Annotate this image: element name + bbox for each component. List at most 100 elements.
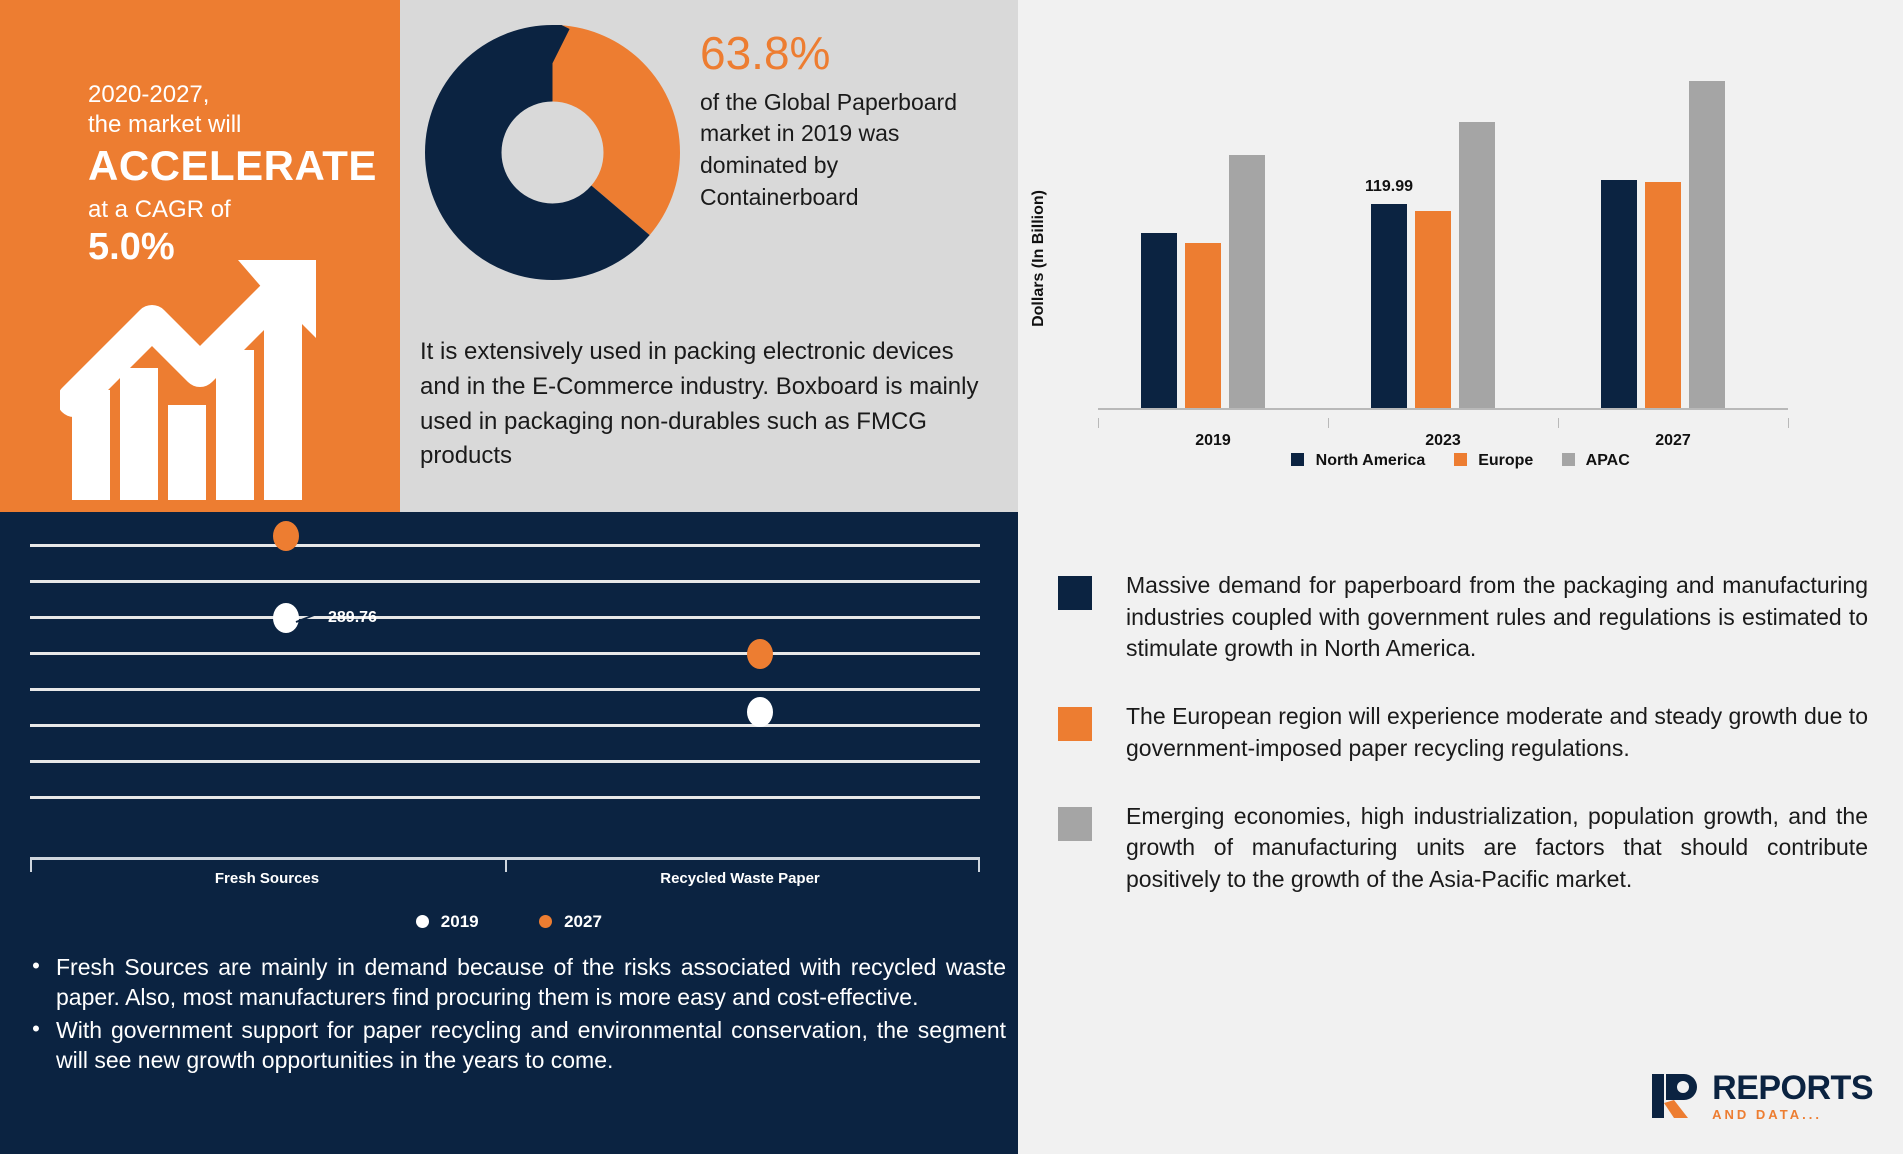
bullet-dot-icon: • bbox=[32, 1015, 40, 1041]
grid-line bbox=[30, 688, 980, 691]
cagr-period: 2020-2027, bbox=[88, 81, 210, 108]
legend-label-north-america: North America bbox=[1315, 452, 1426, 469]
grid-line bbox=[30, 796, 980, 799]
legend-item-apac[interactable]: APAC bbox=[1561, 452, 1630, 470]
donut-note-text: It is extensively used in packing electr… bbox=[420, 338, 979, 470]
containerboard-stat-block: 63.8% of the Global Paperboard market in… bbox=[700, 28, 1000, 214]
bar-2023-north-america bbox=[1371, 204, 1407, 408]
legend-item-2019[interactable]: 2019 bbox=[416, 912, 479, 932]
legend-swatch-2019-icon bbox=[416, 915, 430, 928]
growth-arrow-bars-icon bbox=[60, 260, 316, 500]
list-item: Massive demand for paperboard from the p… bbox=[1058, 570, 1868, 665]
right-bullet-list: Massive demand for paperboard from the p… bbox=[1058, 570, 1868, 932]
bullet-square-europe-icon bbox=[1058, 707, 1092, 742]
bar-2027-apac bbox=[1689, 81, 1725, 408]
legend-item-2027[interactable]: 2027 bbox=[539, 912, 602, 932]
cagr-prefix: at a CAGR of bbox=[88, 196, 231, 224]
grid-line bbox=[30, 724, 980, 727]
cagr-accelerate-word: ACCELERATE bbox=[88, 142, 377, 189]
dot-label-leader-line bbox=[295, 611, 323, 623]
cagr-value: 5.0% bbox=[88, 226, 175, 269]
grid-line bbox=[30, 544, 980, 547]
bullet-text: Fresh Sources are mainly in demand becau… bbox=[56, 954, 1006, 1011]
bullet-square-apac-icon bbox=[1058, 806, 1092, 841]
cagr-panel: 2020-2027, the market will ACCELERATE at… bbox=[0, 0, 400, 512]
y-axis-title: Dollars (In Billion) bbox=[1030, 190, 1047, 327]
axis-separator bbox=[1558, 418, 1559, 428]
donut-panel: 63.8% of the Global Paperboard market in… bbox=[400, 0, 1018, 512]
bar-2019-apac bbox=[1229, 155, 1265, 408]
bar-2023-apac bbox=[1459, 122, 1495, 408]
bar-2027-north-america bbox=[1601, 180, 1637, 408]
legend-item-europe[interactable]: Europe bbox=[1453, 452, 1534, 470]
regional-market-bar-chart: Dollars (In Billion) 119.99 bbox=[1030, 70, 1883, 490]
x-axis-label-2023: 2023 bbox=[1425, 432, 1461, 449]
bullet-text: Emerging economies, high industrializati… bbox=[1126, 802, 1868, 893]
legend-label-2027: 2027 bbox=[564, 912, 602, 931]
cagr-text-block: 2020-2027, the market will ACCELERATE at… bbox=[88, 80, 388, 269]
list-item: Emerging economies, high industrializati… bbox=[1058, 801, 1868, 896]
grid-line bbox=[30, 580, 980, 583]
bar-2023-europe bbox=[1415, 211, 1451, 408]
axis-separator bbox=[1328, 418, 1329, 428]
bar-2019-europe bbox=[1185, 243, 1221, 408]
logo-text-block: REPORTS AND DATA... bbox=[1712, 1071, 1873, 1121]
dot-2027-recycled-waste-paper bbox=[747, 639, 773, 669]
legend-label-apac: APAC bbox=[1585, 452, 1630, 469]
axis-tick bbox=[30, 860, 32, 872]
category-label-recycled-waste-paper: Recycled Waste Paper bbox=[660, 870, 820, 887]
stat-percent: 63.8% bbox=[700, 27, 831, 79]
list-item: • With government support for paper recy… bbox=[16, 1015, 1006, 1076]
legend-label-europe: Europe bbox=[1478, 452, 1534, 469]
bar-group-2023: 119.99 bbox=[1353, 68, 1533, 408]
dot-chart-axis bbox=[30, 857, 980, 872]
bar-group-2027 bbox=[1583, 68, 1763, 408]
logo-main-text: REPORTS bbox=[1712, 1069, 1873, 1107]
bar-chart-legend: North America Europe APAC bbox=[1038, 452, 1883, 470]
bullet-dot-icon: • bbox=[32, 953, 40, 978]
legend-swatch-europe-icon bbox=[1453, 453, 1467, 466]
axis-separator bbox=[1098, 418, 1099, 428]
axis-tick bbox=[505, 860, 507, 872]
grid-line bbox=[30, 616, 980, 619]
bar-value-label-2023-north-america: 119.99 bbox=[1364, 178, 1414, 195]
legend-label-2019: 2019 bbox=[440, 912, 479, 931]
dot-chart-legend: 2019 2027 bbox=[0, 912, 1018, 932]
left-bullet-list: • Fresh Sources are mainly in demand bec… bbox=[16, 952, 1006, 1077]
right-column: Dollars (In Billion) 119.99 bbox=[1018, 0, 1903, 1154]
legend-item-north-america[interactable]: North America bbox=[1291, 452, 1425, 470]
dot-value-label-fresh-sources-2019: 289.76 bbox=[328, 609, 377, 626]
dot-2019-fresh-sources bbox=[273, 603, 299, 633]
bar-plot-area: 119.99 bbox=[1098, 70, 1788, 410]
left-column: 2020-2027, the market will ACCELERATE at… bbox=[0, 0, 1018, 1154]
bullet-text: Massive demand for paperboard from the p… bbox=[1126, 572, 1868, 662]
bullet-text: The European region will experience mode… bbox=[1126, 703, 1868, 761]
list-item: The European region will experience mode… bbox=[1058, 701, 1868, 764]
bullet-text: With government support for paper recycl… bbox=[56, 1016, 1006, 1074]
dot-plot-panel: 289.76 Fresh Sources Recycled Waste Pape… bbox=[0, 512, 1018, 1154]
raw-material-dot-chart: 289.76 bbox=[30, 521, 980, 872]
dot-2027-fresh-sources bbox=[273, 521, 299, 551]
stat-description: of the Global Paperboard market in 2019 … bbox=[700, 88, 958, 210]
bar-2027-europe bbox=[1645, 182, 1681, 408]
reports-and-data-logo-icon bbox=[1652, 1074, 1698, 1118]
category-label-fresh-sources: Fresh Sources bbox=[214, 870, 320, 887]
x-axis-label-2027: 2027 bbox=[1655, 432, 1691, 449]
grid-line bbox=[30, 652, 980, 655]
legend-swatch-apac-icon bbox=[1561, 453, 1575, 466]
reports-and-data-logo[interactable]: REPORTS AND DATA... bbox=[1650, 1070, 1873, 1122]
dot-2019-recycled-waste-paper bbox=[747, 697, 773, 727]
bar-group-2019 bbox=[1123, 68, 1303, 408]
bullet-square-north-america-icon bbox=[1058, 576, 1092, 610]
axis-separator bbox=[1788, 418, 1789, 428]
legend-swatch-2027-icon bbox=[539, 915, 553, 928]
bar-chart-baseline bbox=[1098, 408, 1788, 410]
containerboard-share-donut-chart bbox=[425, 25, 680, 280]
list-item: • Fresh Sources are mainly in demand bec… bbox=[16, 952, 1006, 1013]
axis-tick bbox=[978, 860, 980, 872]
legend-swatch-north-america-icon bbox=[1291, 453, 1305, 466]
logo-sub-text: AND DATA... bbox=[1712, 1107, 1822, 1122]
bar-2019-north-america bbox=[1141, 233, 1177, 408]
x-axis-label-2019: 2019 bbox=[1195, 432, 1231, 449]
